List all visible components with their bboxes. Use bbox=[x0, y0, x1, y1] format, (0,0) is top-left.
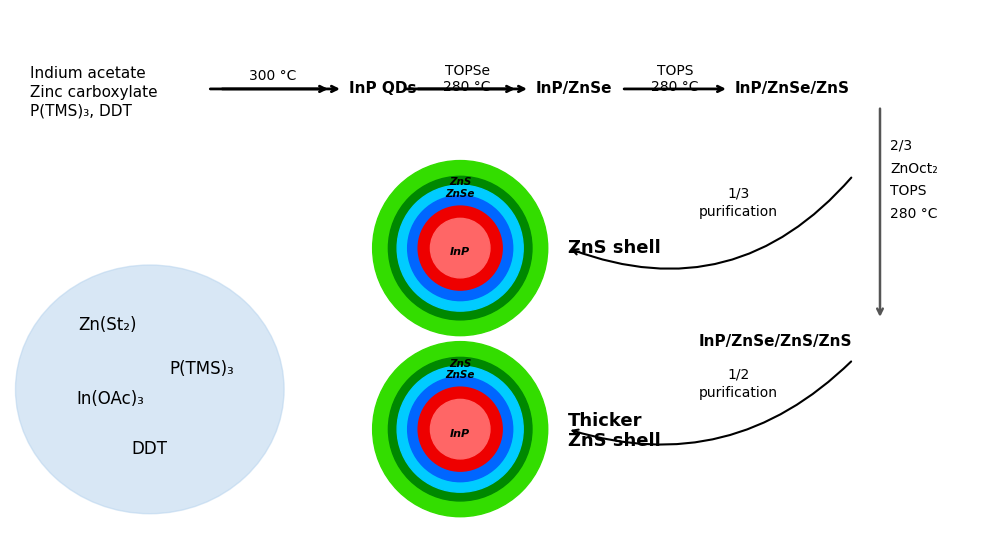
Text: P(TMS)₃: P(TMS)₃ bbox=[169, 361, 234, 378]
Text: 280 °C: 280 °C bbox=[890, 207, 938, 221]
Circle shape bbox=[408, 377, 513, 482]
Text: 1/3: 1/3 bbox=[728, 187, 749, 200]
Text: TOPSe: TOPSe bbox=[445, 64, 490, 78]
Text: purification: purification bbox=[699, 205, 778, 219]
Text: InP/ZnSe/ZnS/ZnS: InP/ZnSe/ZnS/ZnS bbox=[699, 334, 852, 349]
Text: InP/ZnSe/ZnS: InP/ZnSe/ZnS bbox=[735, 81, 849, 96]
Text: Indium acetate: Indium acetate bbox=[31, 66, 147, 81]
Circle shape bbox=[408, 196, 513, 301]
Text: ZnS: ZnS bbox=[449, 359, 471, 369]
Text: InP QDs: InP QDs bbox=[348, 81, 416, 96]
Text: 1/2: 1/2 bbox=[728, 368, 749, 382]
Text: Zinc carboxylate: Zinc carboxylate bbox=[31, 85, 158, 100]
Text: 280 °C: 280 °C bbox=[444, 80, 491, 94]
Text: ZnS: ZnS bbox=[449, 177, 471, 188]
Circle shape bbox=[431, 399, 490, 459]
Text: 2/3: 2/3 bbox=[890, 139, 912, 153]
Text: ZnS shell: ZnS shell bbox=[567, 432, 660, 450]
Circle shape bbox=[388, 176, 532, 320]
Circle shape bbox=[372, 161, 547, 336]
Text: TOPS: TOPS bbox=[890, 184, 927, 198]
Circle shape bbox=[397, 366, 523, 492]
Text: P(TMS)₃, DDT: P(TMS)₃, DDT bbox=[31, 104, 133, 119]
Text: DDT: DDT bbox=[132, 440, 167, 458]
Ellipse shape bbox=[16, 265, 284, 513]
Text: Zn(St₂): Zn(St₂) bbox=[78, 316, 137, 334]
Text: InP/ZnSe: InP/ZnSe bbox=[536, 81, 612, 96]
Text: ZnOct₂: ZnOct₂ bbox=[890, 161, 938, 175]
Text: 280 °C: 280 °C bbox=[651, 80, 699, 94]
Circle shape bbox=[397, 185, 523, 311]
Text: Thicker: Thicker bbox=[567, 412, 643, 430]
Text: ZnS shell: ZnS shell bbox=[567, 239, 660, 257]
Text: TOPS: TOPS bbox=[656, 64, 693, 78]
Circle shape bbox=[431, 218, 490, 278]
Circle shape bbox=[418, 206, 502, 290]
Text: ZnSe: ZnSe bbox=[446, 370, 475, 380]
Text: In(OAc)₃: In(OAc)₃ bbox=[76, 390, 144, 408]
Text: InP: InP bbox=[450, 248, 470, 257]
Circle shape bbox=[372, 341, 547, 517]
Circle shape bbox=[418, 387, 502, 471]
Text: 300 °C: 300 °C bbox=[249, 69, 297, 83]
Text: purification: purification bbox=[699, 386, 778, 400]
Text: ZnSe: ZnSe bbox=[446, 189, 475, 199]
Circle shape bbox=[388, 358, 532, 501]
Text: InP: InP bbox=[450, 429, 470, 438]
